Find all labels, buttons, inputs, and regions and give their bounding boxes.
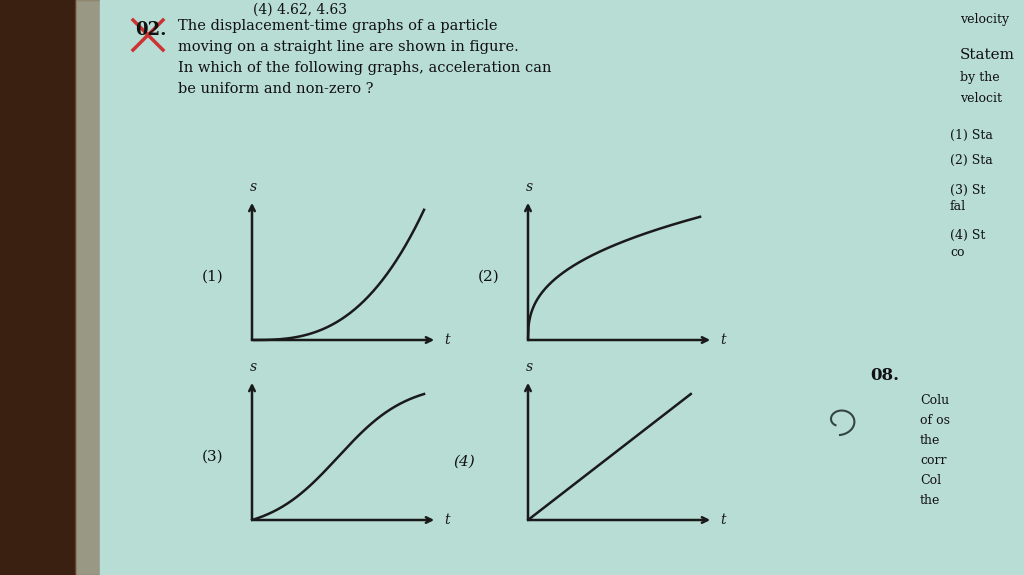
Text: velocity: velocity [961, 13, 1009, 26]
Text: s: s [525, 360, 532, 374]
Text: The displacement-time graphs of a particle: The displacement-time graphs of a partic… [178, 19, 498, 33]
Text: moving on a straight line are shown in figure.: moving on a straight line are shown in f… [178, 40, 519, 54]
Text: co: co [950, 246, 965, 259]
Text: (3) St: (3) St [950, 183, 985, 197]
Text: (2) Sta: (2) Sta [950, 154, 992, 167]
Text: (1): (1) [202, 270, 224, 284]
Text: (1) Sta: (1) Sta [950, 128, 993, 141]
Text: corr: corr [920, 454, 946, 466]
Text: Statem: Statem [961, 48, 1015, 62]
Text: (4) St: (4) St [950, 228, 985, 242]
Text: Colu: Colu [920, 393, 949, 407]
Text: t: t [720, 513, 726, 527]
Text: (3): (3) [202, 450, 223, 464]
Text: the: the [920, 434, 940, 447]
Text: fal: fal [950, 201, 966, 213]
Text: In which of the following graphs, acceleration can: In which of the following graphs, accele… [178, 61, 552, 75]
Text: of os: of os [920, 413, 950, 427]
Text: the: the [920, 493, 940, 507]
Text: Col: Col [920, 473, 941, 486]
Text: velocit: velocit [961, 91, 1002, 105]
Text: (4): (4) [453, 454, 475, 468]
Text: by the: by the [961, 71, 999, 83]
Text: (2): (2) [478, 270, 500, 284]
Text: be uniform and non-zero ?: be uniform and non-zero ? [178, 82, 374, 96]
Text: (4) 4.62, 4.63: (4) 4.62, 4.63 [253, 3, 347, 17]
Text: 02.: 02. [135, 21, 167, 39]
Bar [75, 0, 105, 575]
Text: s: s [525, 180, 532, 194]
Text: t: t [720, 333, 726, 347]
Text: s: s [250, 180, 257, 194]
Text: 08.: 08. [870, 366, 899, 384]
Text: t: t [444, 513, 450, 527]
Text: s: s [250, 360, 257, 374]
Text: t: t [444, 333, 450, 347]
Bar [0, 0, 75, 575]
